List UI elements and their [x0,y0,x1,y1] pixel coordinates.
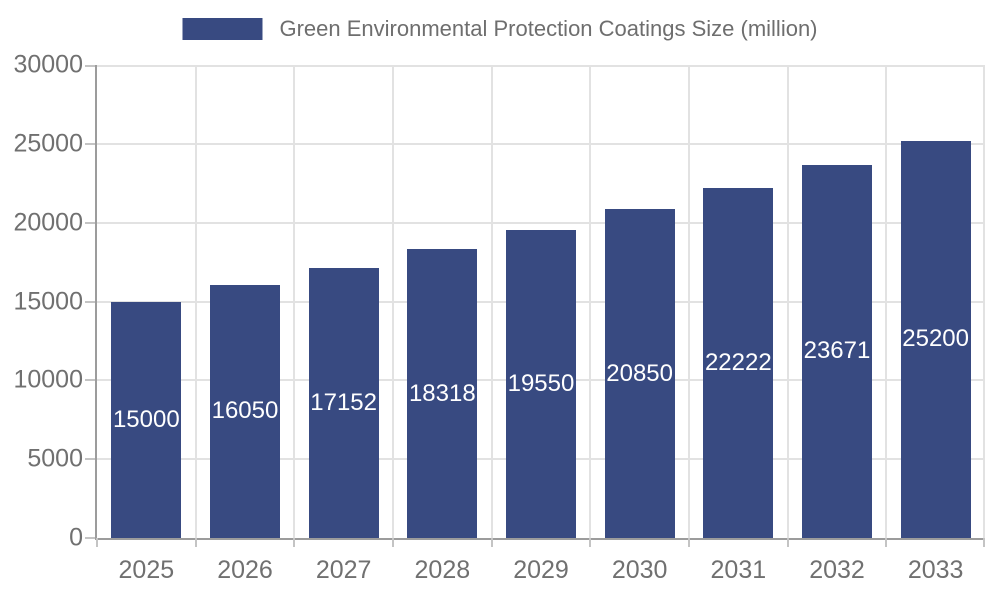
x-axis-tick-label: 2025 [118,556,175,584]
gridline-vertical [688,65,690,538]
x-axis-tick-label: 2032 [809,556,865,584]
bar[interactable]: 19550 [505,229,577,538]
y-axis-tick-label: 10000 [13,365,83,394]
y-axis-tick-label: 30000 [13,50,83,79]
y-axis-tick [85,379,95,382]
y-axis-tick-label: 0 [69,523,83,552]
x-axis-tick-label: 2026 [217,556,273,584]
gridline-vertical [293,65,296,538]
bar[interactable]: 18318 [407,249,478,538]
plot-area: 0 5000 10000 15000 20000 25000 30000 15000 2025 1… [13,51,985,584]
x-axis-tick [490,538,493,547]
y-axis-tick [85,65,95,67]
bar-value-label: 20850 [606,359,674,387]
y-axis-tick [85,300,95,303]
x-axis-tick [885,538,888,547]
x-axis-tick-label: 2031 [710,556,767,584]
x-axis-tick [392,538,394,547]
y-axis-tick-label: 25000 [13,129,83,158]
x-axis-tick-label: 2027 [315,556,372,584]
bar[interactable]: 22222 [703,187,774,538]
y-axis-tick [85,458,95,461]
x-axis-tick [194,538,197,547]
gridline-vertical [589,65,592,538]
x-axis-tick-label: 2030 [611,556,668,584]
x-axis-tick [96,538,98,547]
y-axis-tick [85,537,95,539]
gridline-vertical [490,65,493,538]
bar-value-label: 19550 [507,369,575,397]
x-axis-tick-label: 2033 [907,556,964,584]
gridline-vertical [786,65,789,538]
gridline-vertical [392,65,394,538]
gridline-vertical [194,65,197,538]
x-axis-tick [688,538,690,547]
x-axis-tick [589,538,592,547]
y-axis-tick-label: 15000 [13,287,83,315]
legend-swatch-icon [182,18,263,40]
y-axis-tick-label: 20000 [13,208,83,237]
bar-value-label: 16050 [211,397,279,425]
gridline-horizontal [97,221,985,224]
legend[interactable]: Green Environmental Protection Coatings … [182,16,818,42]
bar[interactable]: 23671 [801,164,873,538]
gridline-horizontal [97,142,985,145]
bar[interactable]: 16050 [209,284,281,538]
y-axis-tick [85,221,95,224]
y-axis-tick [85,142,95,145]
legend-label: Green Environmental Protection Coatings … [279,16,818,41]
bar-value-label: 22222 [704,348,772,376]
y-axis-tick-label: 5000 [27,444,83,473]
x-axis-tick [786,538,789,547]
bar[interactable]: 20850 [604,209,675,538]
bar-value-label: 18318 [408,379,476,407]
gridline-vertical [983,65,985,538]
bar-value-label: 17152 [310,388,378,416]
x-axis-tick-label: 2028 [414,556,471,584]
x-axis-tick [983,538,985,547]
bar-value-label: 15000 [112,405,180,433]
bar-value-label: 23671 [803,337,871,365]
bar[interactable]: 15000 [111,301,182,538]
x-axis-tick [293,538,296,547]
gridline-horizontal [97,65,985,67]
x-axis-tick-label: 2029 [513,556,569,584]
bar[interactable]: 25200 [900,140,971,538]
bar-value-label: 25200 [902,325,970,353]
bar[interactable]: 17152 [308,267,379,538]
gridline-vertical [885,65,888,538]
